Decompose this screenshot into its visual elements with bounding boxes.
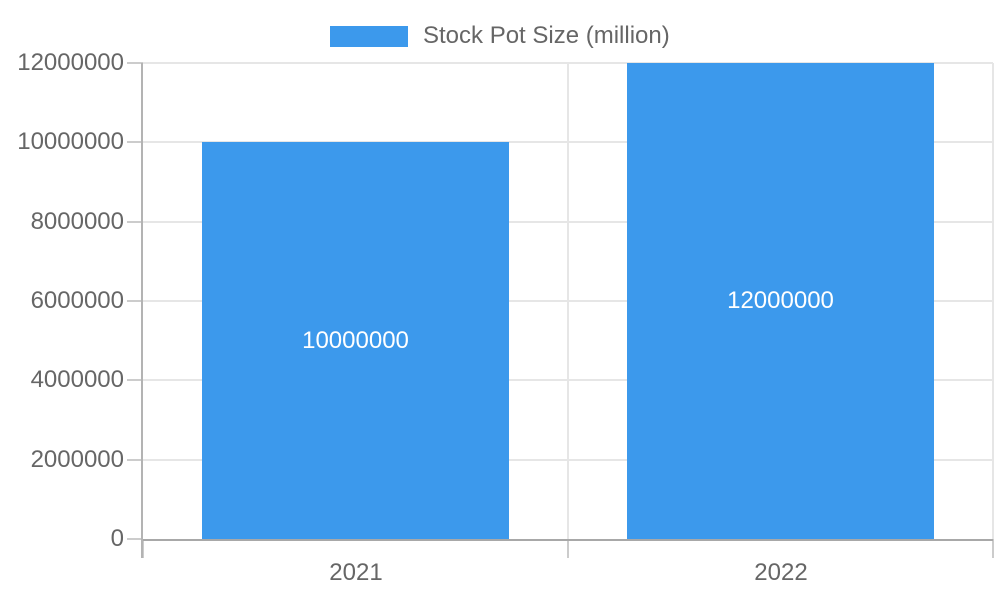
chart-legend-item[interactable]: Stock Pot Size (million) [330,22,670,50]
y-axis-tick [127,141,143,143]
y-axis-label: 12000000 [17,49,124,76]
gridline-x [992,63,994,539]
y-axis-tick [127,62,143,64]
y-axis-tick [127,221,143,223]
x-axis-tick [567,539,569,558]
y-axis-label: 8000000 [30,208,124,235]
y-axis-tick [127,379,143,381]
x-axis-label: 2022 [754,559,808,586]
legend-swatch-icon [330,25,408,47]
bar-value-label: 10000000 [302,326,409,354]
y-axis-line [141,63,143,558]
y-axis-label: 2000000 [30,446,124,473]
bar-2021[interactable]: 10000000 [202,142,509,539]
y-axis-tick [127,538,143,540]
y-axis-label: 0 [110,525,124,552]
y-axis-tick [127,300,143,302]
gridline-x [567,63,569,539]
y-axis-label: 6000000 [30,287,124,314]
x-axis-label: 2021 [329,559,383,586]
y-axis-label: 4000000 [30,366,124,393]
y-axis-tick [127,459,143,461]
legend-label: Stock Pot Size (million) [423,22,670,49]
x-axis-tick [992,539,994,558]
x-axis-tick [142,539,144,558]
bar-2022[interactable]: 12000000 [627,63,934,539]
x-axis-line [143,539,993,541]
bar-value-label: 12000000 [727,287,834,314]
y-axis-label: 10000000 [17,128,124,155]
